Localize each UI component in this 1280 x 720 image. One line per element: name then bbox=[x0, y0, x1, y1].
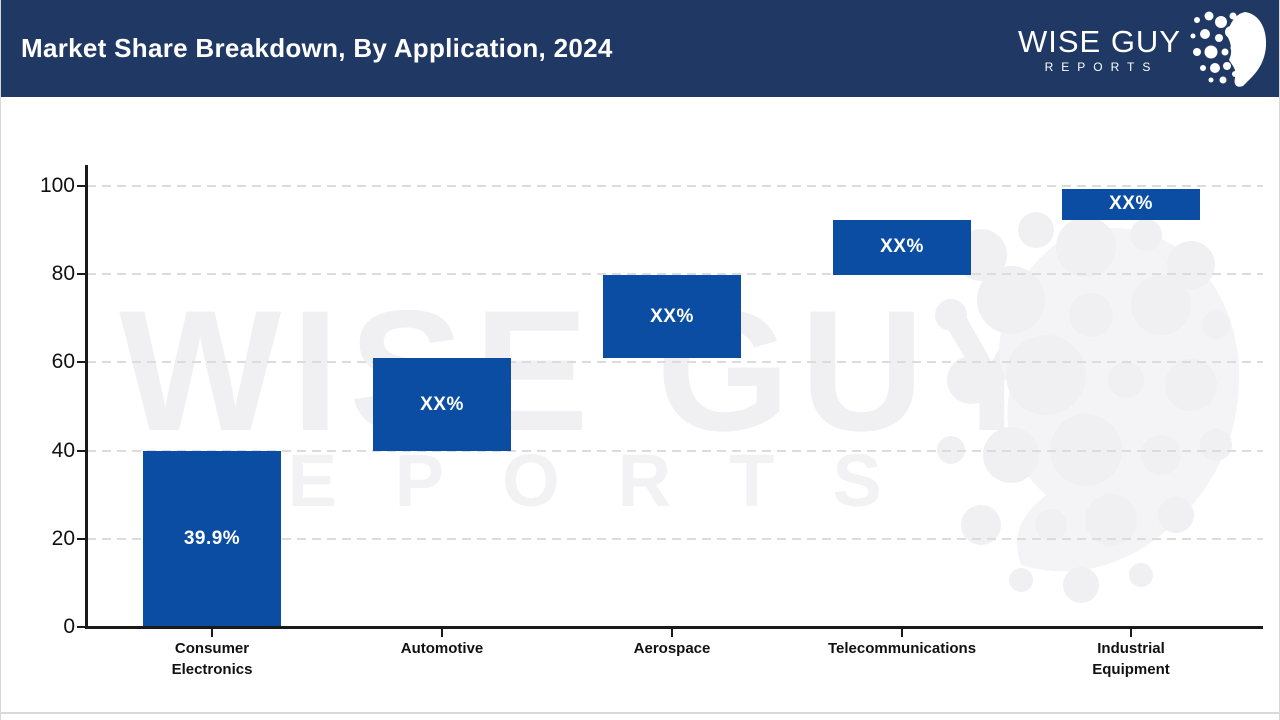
bar-value-label: XX% bbox=[650, 305, 694, 327]
y-tick-label: 60 bbox=[51, 350, 75, 374]
y-tick-mark bbox=[77, 626, 85, 628]
page-title: Market Share Breakdown, By Application, … bbox=[21, 33, 613, 63]
x-category-label: Consumer Electronics bbox=[171, 640, 253, 678]
y-tick-label: 100 bbox=[39, 174, 75, 197]
y-tick-label: 0 bbox=[63, 615, 75, 638]
bar-telecommunications: XX% bbox=[833, 219, 971, 276]
y-tick-mark bbox=[77, 185, 85, 187]
y-tick-mark bbox=[77, 537, 85, 540]
x-tick-mark bbox=[441, 629, 443, 637]
header-band: Market Share Breakdown, By Application, … bbox=[1, 0, 1279, 97]
gridline-y-40 bbox=[87, 449, 1263, 452]
brand-logo: WISE GUY REPORTS bbox=[1018, 8, 1269, 90]
bar-value-label: XX% bbox=[1109, 193, 1153, 215]
y-tick-label: 40 bbox=[51, 438, 75, 462]
y-tick-label: 20 bbox=[51, 526, 75, 550]
bar-value-label: XX% bbox=[880, 236, 924, 258]
gridline-y-60 bbox=[87, 361, 1263, 364]
bar-value-label: 39.9% bbox=[183, 528, 241, 549]
x-category-label: Aerospace bbox=[633, 640, 711, 657]
watermark-wiseguy-text: WISE GUY bbox=[119, 275, 1060, 467]
y-axis-line bbox=[85, 165, 88, 629]
bar-consumer-electronics: 39.9% bbox=[143, 451, 281, 627]
bar-industrial-equipment: XX% bbox=[1062, 189, 1200, 220]
brand-subname: REPORTS bbox=[1044, 59, 1159, 74]
y-tick-mark bbox=[77, 273, 85, 276]
bar-value-label: XX% bbox=[420, 393, 464, 415]
x-tick-mark bbox=[1130, 629, 1132, 637]
x-tick-mark bbox=[671, 629, 673, 637]
y-tick-mark bbox=[77, 449, 85, 452]
gridline-y-20 bbox=[87, 537, 1263, 540]
x-tick-mark bbox=[211, 629, 213, 637]
y-tick-mark bbox=[77, 361, 85, 364]
bar-automotive: XX% bbox=[373, 358, 511, 452]
y-tick-label: 80 bbox=[51, 262, 75, 286]
brand-name: WISE GUY bbox=[1017, 23, 1181, 59]
x-category-label: Automotive bbox=[400, 640, 484, 657]
x-tick-mark bbox=[901, 629, 903, 637]
x-category-label: Telecommunications bbox=[827, 640, 977, 657]
figure-bottom-border bbox=[1, 712, 1279, 714]
brand-logo-text: WISE GUY REPORTS bbox=[1017, 23, 1181, 74]
x-axis-line bbox=[85, 626, 1263, 629]
x-category-label: Industrial Equipment bbox=[1092, 640, 1170, 678]
gridline-y-100 bbox=[87, 185, 1263, 187]
brand-head-icon bbox=[1190, 11, 1267, 87]
gridline-y-80 bbox=[87, 273, 1263, 276]
bar-aerospace: XX% bbox=[603, 275, 741, 359]
